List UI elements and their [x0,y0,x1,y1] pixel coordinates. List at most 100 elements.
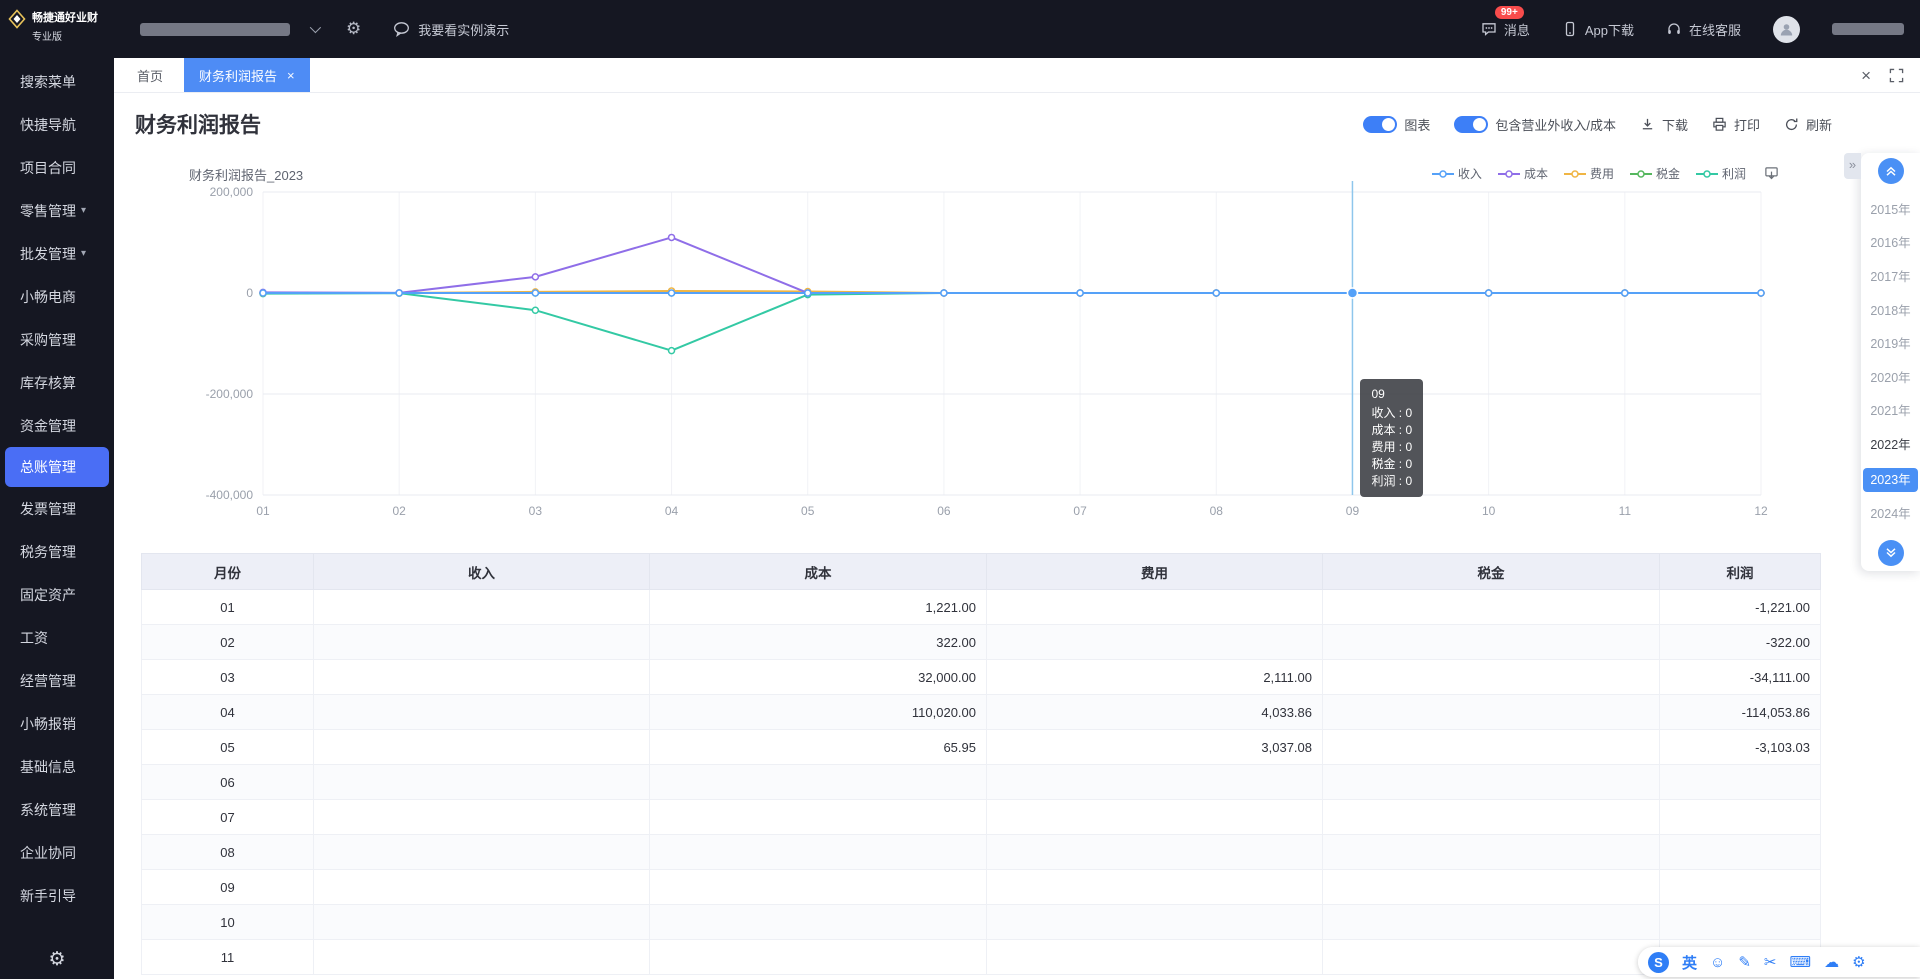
table-row[interactable]: 06 [141,764,1821,800]
brand-name: 畅捷通好业财 [32,12,98,24]
table-row[interactable]: 02 322.00 -322.00 [141,624,1821,660]
collapse-panel-icon[interactable]: » [1844,153,1861,179]
year-option-2024[interactable]: 2024年 [1870,507,1911,522]
ime-logo[interactable]: S [1648,951,1669,973]
table-row[interactable]: 07 [141,799,1821,835]
sidebar-item-purchase-mgmt[interactable]: 采购管理 [0,318,114,361]
table-row[interactable]: 08 [141,834,1821,870]
ime-mode-indicator[interactable]: 英 [1682,954,1698,972]
app-download-button[interactable]: App下载 [1562,20,1634,39]
year-option-2018[interactable]: 2018年 [1870,303,1911,318]
legend-item-tax[interactable]: 税金 [1629,165,1680,182]
ime-scissors-icon[interactable]: ✂ [1763,954,1777,971]
sidebar-item-inventory-accounting[interactable]: 库存核算 [0,361,114,404]
fullscreen-icon[interactable] [1889,68,1904,83]
legend-item-expense[interactable]: 费用 [1563,165,1614,182]
year-option-2022[interactable]: 2022年 [1870,438,1911,452]
ime-emoji-icon[interactable]: ☺ [1710,953,1726,971]
sidebar-item-enterprise-collab[interactable]: 企业协同 [0,831,114,874]
sidebar-item-system-mgmt[interactable]: 系统管理 [0,788,114,831]
sidebar-item-project-contract[interactable]: 项目合同 [0,146,114,189]
years-scroll-up-button[interactable] [1877,158,1904,184]
table-cell [313,799,650,835]
sidebar-item-invoice-mgmt[interactable]: 发票管理 [0,487,114,530]
year-option-2023[interactable]: 2023年 [1863,467,1918,492]
include-nonoperating-toggle[interactable]: 包含营业外收入/成本 [1454,115,1616,134]
ime-settings-icon[interactable]: ⚙ [1852,954,1866,971]
download-button[interactable]: 下载 [1640,115,1688,134]
avatar[interactable] [1773,15,1800,43]
chart-toggle[interactable]: 图表 [1363,115,1430,134]
sidebar-item-general-ledger[interactable]: 总账管理 [5,447,109,487]
table-row[interactable]: 09 [141,869,1821,905]
year-option-2021[interactable]: 2021年 [1870,404,1911,419]
tab-close-icon[interactable]: × [287,67,295,83]
tab-profit-report[interactable]: 财务利润报告 × [184,58,310,92]
table-row[interactable]: 05 65.95 3,037.08 -3,103.03 [141,729,1821,765]
legend-item-income[interactable]: 收入 [1431,165,1482,182]
table-cell: 110,020.00 [649,694,987,730]
year-option-2015[interactable]: 2015年 [1870,202,1911,217]
year-option-2017[interactable]: 2017年 [1870,269,1911,284]
ime-toolbar[interactable]: S 英 ☺ ✎ ✂ ⌨ ☁ ⚙ [1638,947,1920,977]
legend-item-cost[interactable]: 成本 [1497,165,1548,182]
ime-pen-icon[interactable]: ✎ [1738,954,1751,971]
sidebar-item-label: 工资 [20,629,48,646]
sidebar-item-tax-mgmt[interactable]: 税务管理 [0,530,114,573]
sidebar-item-quick-nav[interactable]: 快捷导航 [0,103,114,146]
sidebar-item-payroll[interactable]: 工资 [0,616,114,659]
table-row[interactable]: 03 32,000.00 2,111.00 -34,111.00 [141,659,1821,695]
table-row[interactable]: 04 110,020.00 4,033.86 -114,053.86 [141,694,1821,730]
print-icon [1713,117,1726,131]
years-scroll-down-button[interactable] [1877,540,1904,566]
chevron-down-icon[interactable] [309,21,322,34]
sidebar-item-retail-mgmt[interactable]: 零售管理 ▾ [0,189,114,232]
sidebar-item-xiaochang-ecommerce[interactable]: 小畅电商 [0,275,114,318]
ime-cloud-icon[interactable]: ☁ [1824,954,1840,971]
chart-toggle-switch[interactable] [1363,115,1398,133]
table-cell [1659,834,1821,870]
sidebar-item-funds-mgmt[interactable]: 资金管理 [0,404,114,447]
sidebar-item-search-menu[interactable]: 搜索菜单 [0,60,114,103]
table-row[interactable]: 10 [141,904,1821,940]
table-cell: 02 [141,624,314,660]
year-option-2016[interactable]: 2016年 [1870,236,1911,251]
table-row[interactable]: 11 [141,939,1821,975]
sidebar-item-basic-info[interactable]: 基础信息 [0,745,114,788]
refresh-button[interactable]: 刷新 [1784,115,1832,134]
demo-link[interactable]: 我要看实例演示 [393,20,509,39]
sidebar-item-wholesale-mgmt[interactable]: 批发管理 ▾ [0,232,114,275]
table-row[interactable]: 01 1,221.00 -1,221.00 [141,589,1821,625]
year-option-2019[interactable]: 2019年 [1870,337,1911,352]
ime-keyboard-icon[interactable]: ⌨ [1789,954,1812,971]
include-nonoperating-switch[interactable] [1454,115,1489,133]
close-all-tabs-icon[interactable]: × [1861,65,1871,85]
message-count-badge: 99+ [1494,5,1524,19]
sidebar: 畅捷通好业财 专业版 搜索菜单 快捷导航 项目合同 零售管理 ▾ 批发管理 ▾ 小畅电商 采购管… [0,0,114,979]
table-cell [313,834,650,870]
svg-text:01: 01 [256,504,270,518]
sidebar-settings-icon[interactable]: ⚙ [48,948,66,970]
year-option-2020[interactable]: 2020年 [1870,370,1911,385]
table-cell [1659,764,1821,800]
sidebar-item-xiaochang-expense[interactable]: 小畅报销 [0,702,114,745]
support-button[interactable]: 在线客服 [1666,20,1741,39]
save-chart-icon[interactable] [1764,166,1779,181]
topbar-gear-icon[interactable]: ⚙ [346,19,362,38]
legend-item-profit[interactable]: 利润 [1695,165,1746,182]
svg-text:07: 07 [1073,504,1087,518]
sidebar-item-business-mgmt[interactable]: 经营管理 [0,659,114,702]
tab-home[interactable]: 首页 [137,68,164,84]
print-label: 打印 [1733,117,1760,133]
svg-text:03: 03 [529,504,543,518]
sidebar-item-fixed-assets[interactable]: 固定资产 [0,573,114,616]
print-button[interactable]: 打印 [1712,115,1760,134]
sidebar-item-label: 快捷导航 [20,116,76,133]
sidebar-item-beginner-guide[interactable]: 新手引导 [0,874,114,917]
table-cell: 01 [141,589,314,625]
tooltip-line: 成本 : 0 [1371,423,1413,437]
messages-button[interactable]: 99+ 消息 [1481,5,1530,39]
column-header: 费用 [986,553,1323,590]
svg-text:-400,000: -400,000 [206,488,254,502]
